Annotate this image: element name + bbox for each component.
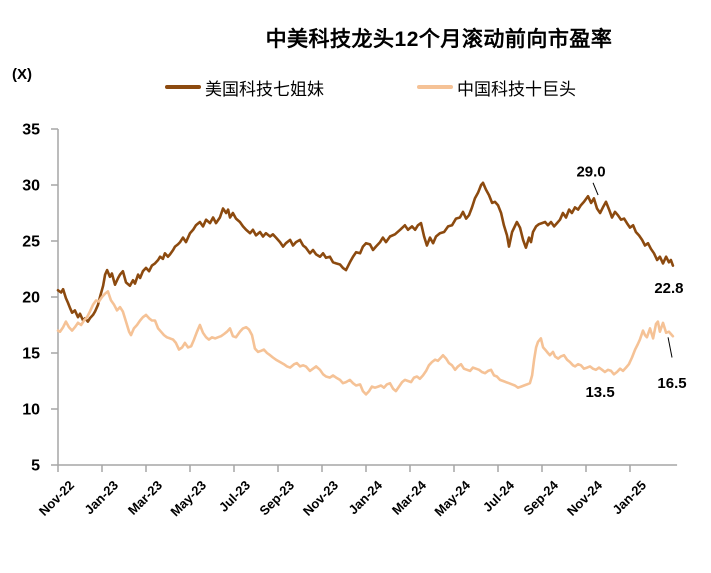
x-tick-label: May-23 [167,478,209,520]
legend-label-us-tech: 美国科技七姐妹 [205,79,324,99]
x-tick-label: Jul-24 [480,477,518,515]
legend-item-us-tech: 美国科技七姐妹 [165,77,324,99]
y-tick-label: 35 [22,122,40,139]
y-tick-label: 5 [31,458,40,475]
legend-swatch-china-tech [417,85,453,89]
y-tick-label: 25 [22,234,40,251]
annotation-label: 16.5 [657,375,686,392]
y-tick-label: 15 [22,346,40,363]
annotation-label: 29.0 [576,164,605,181]
x-tick-label: Nov-24 [564,477,606,519]
y-tick-label: 20 [22,290,40,307]
x-tick-label: Jan-25 [609,478,649,518]
x-tick-label: Jan-23 [81,478,121,518]
annotation-label: 22.8 [654,280,683,297]
x-tick-label: Mar-24 [389,477,430,518]
x-tick-label: Sep-24 [520,477,561,518]
series-line-china-tech [56,290,675,396]
legend-item-china-tech: 中国科技十巨头 [417,77,576,99]
legend-swatch-us-tech [165,85,201,89]
annotation-leader-line [667,337,673,358]
y-axis-unit-label: (X) [12,66,32,83]
series-line-us-tech [56,181,675,323]
x-tick-label: Nov-23 [300,478,341,519]
x-tick-label: Jan-24 [345,477,385,517]
annotation-leader-line [592,182,599,196]
x-tick-label: Jul-23 [216,478,253,515]
x-tick-label: Sep-23 [256,478,297,519]
y-tick-label: 30 [22,178,40,195]
chart-title: 中美科技龙头12个月滚动前向市盈率 [265,28,613,51]
x-tick-label: Nov-22 [36,478,77,519]
annotation-label: 13.5 [585,384,614,401]
y-tick-label: 10 [22,402,40,419]
x-tick-label: Mar-23 [125,478,165,518]
x-tick-label: May-24 [431,477,473,519]
legend-label-china-tech: 中国科技十巨头 [457,79,576,99]
